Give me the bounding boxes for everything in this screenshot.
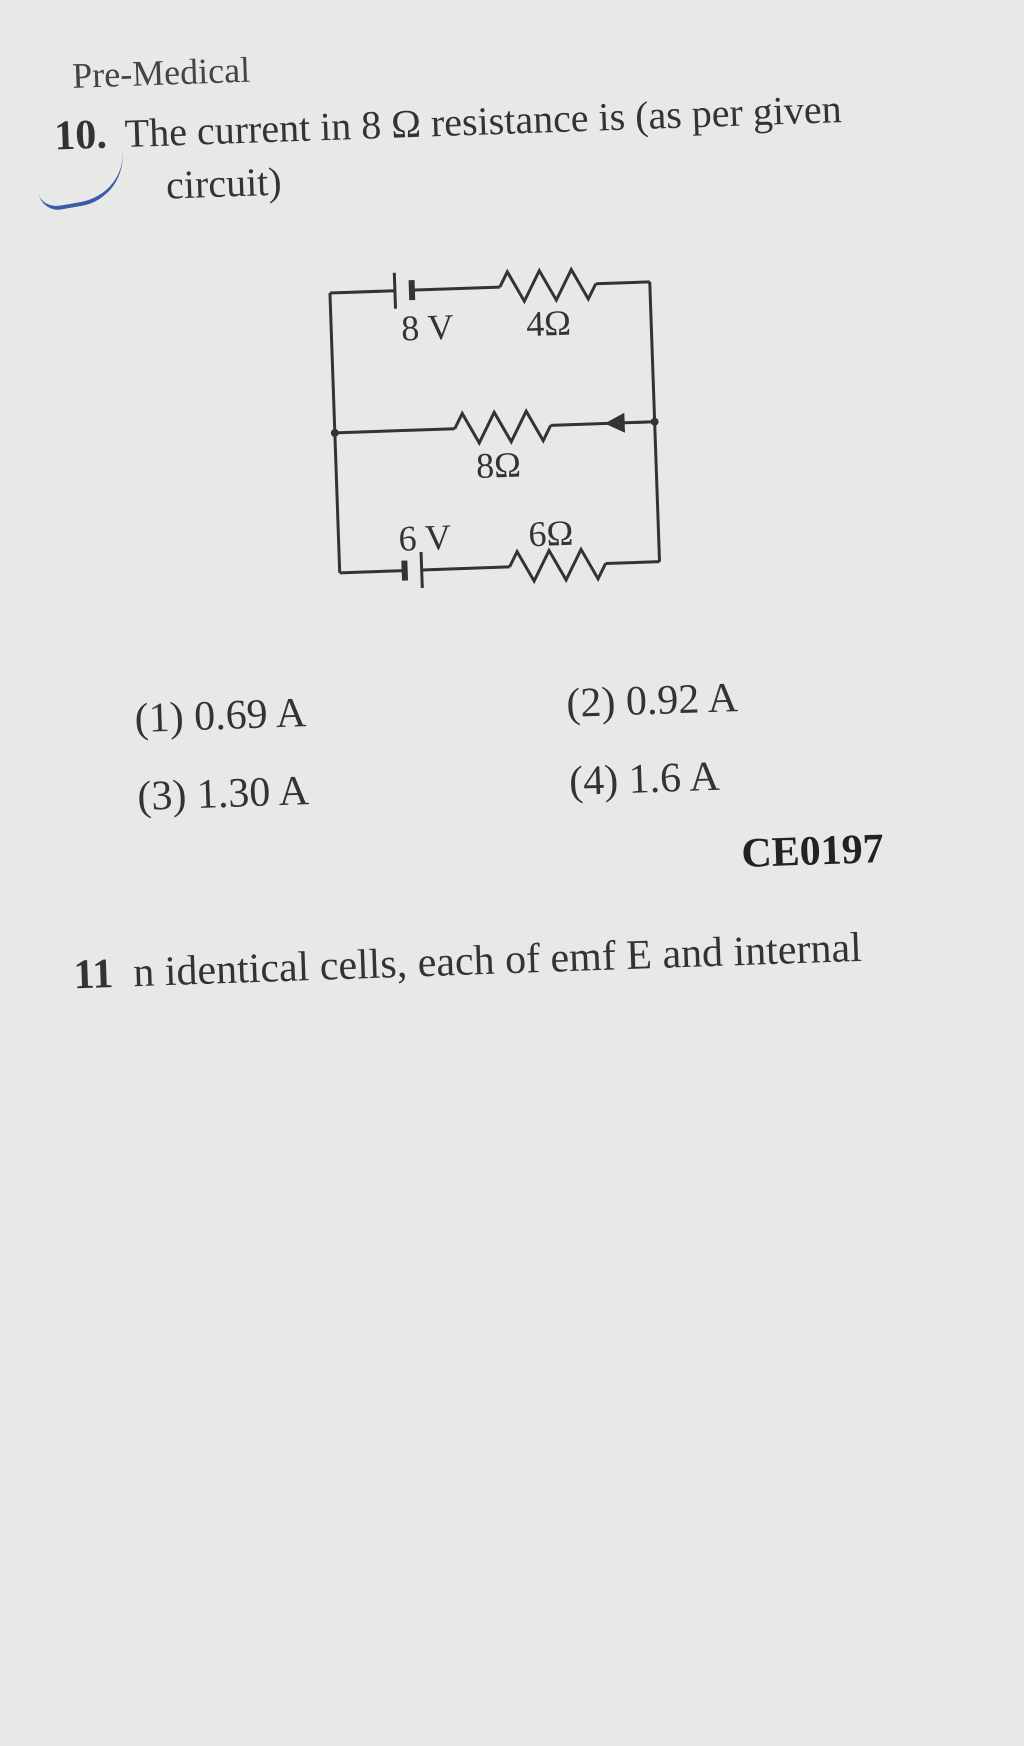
next-question-fragment: 11 n identical cells, each of emf E and … bbox=[73, 920, 968, 999]
page-content: Pre-Medical 10. The current in 8 Ω resis… bbox=[0, 0, 1024, 1042]
option-2: (2) 0.92 A bbox=[566, 668, 919, 728]
options-grid: (1) 0.69 A (2) 0.92 A (3) 1.30 A (4) 1.6… bbox=[134, 668, 922, 821]
next-question-text: n identical cells, each of emf E and int… bbox=[132, 924, 862, 997]
option-1: (1) 0.69 A bbox=[134, 683, 487, 743]
label-8ohm: 8Ω bbox=[475, 444, 521, 486]
option-4: (4) 1.6 A bbox=[568, 746, 921, 806]
label-4ohm: 4Ω bbox=[525, 303, 571, 345]
question-code: CE0197 bbox=[59, 822, 964, 902]
label-6ohm: 6Ω bbox=[528, 513, 574, 555]
circuit-diagram: 8 V 4Ω 8Ω 6 V 6Ω bbox=[298, 222, 955, 629]
label-8v: 8 V bbox=[401, 307, 455, 349]
option-3: (3) 1.30 A bbox=[137, 761, 490, 821]
next-question-number: 11 bbox=[73, 950, 114, 999]
label-6v: 6 V bbox=[398, 517, 452, 559]
question-number: 10. bbox=[53, 111, 107, 161]
